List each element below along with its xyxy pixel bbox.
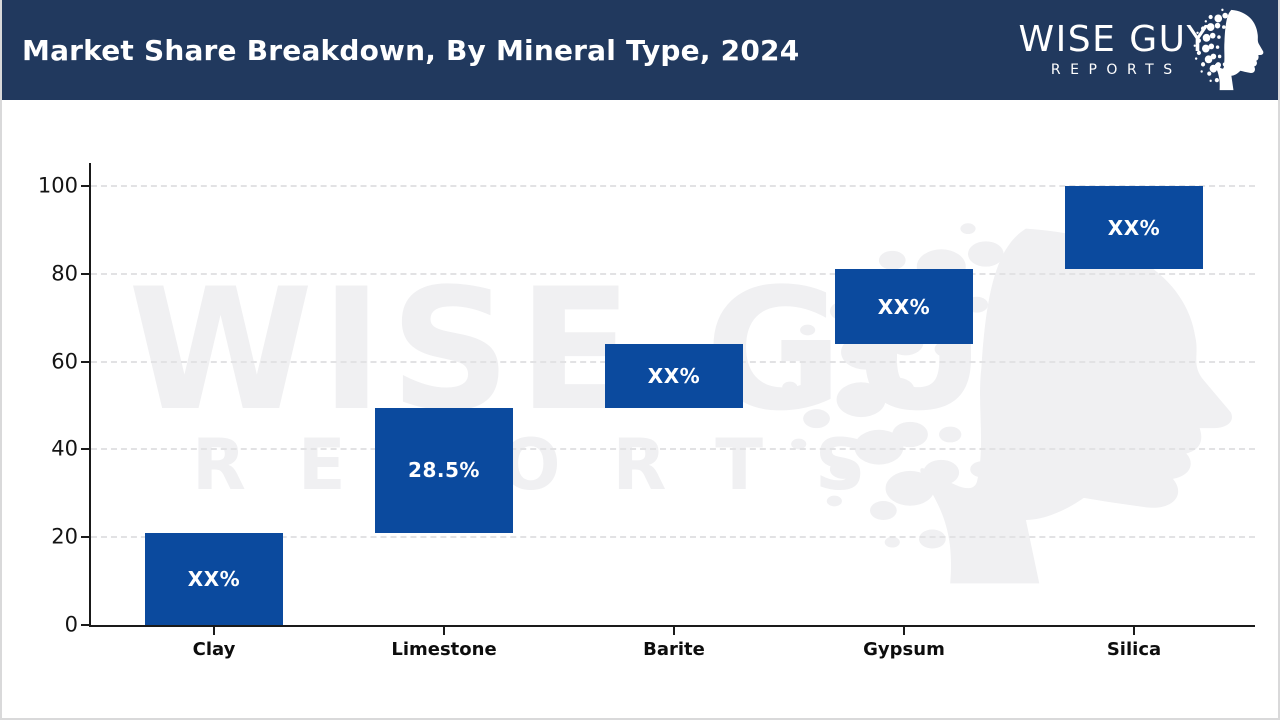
header-bar: Market Share Breakdown, By Mineral Type,…	[2, 0, 1278, 100]
y-tick-label: 100	[37, 173, 78, 198]
y-tick-label: 40	[51, 436, 78, 461]
wiseguy-logo: WISE GUY REPORTS	[1019, 7, 1269, 93]
x-tick-label: Barite	[643, 639, 705, 660]
logo-text: WISE GUY REPORTS	[1018, 19, 1211, 79]
bar-barite	[605, 344, 743, 408]
gridline-80	[91, 272, 1255, 275]
y-tick-mark	[81, 448, 89, 451]
logo-wordmark: WISE GUY	[1018, 19, 1210, 60]
y-tick-mark	[81, 536, 89, 539]
y-tick-mark	[81, 272, 89, 275]
bar-label-barite: XX%	[647, 363, 701, 388]
x-tick-label: Limestone	[391, 639, 497, 660]
y-tick-mark	[81, 360, 89, 363]
y-axis-line	[89, 163, 91, 627]
watermark-subtitle: REPORTS	[192, 424, 918, 506]
gridline-40	[91, 448, 1255, 451]
y-tick-label: 20	[51, 524, 78, 549]
gridline-20	[91, 536, 1255, 539]
gridline-100	[91, 185, 1255, 187]
y-tick-label: 80	[51, 261, 78, 286]
y-tick-label: 0	[64, 612, 78, 637]
y-tick-mark	[81, 185, 89, 187]
x-axis-line	[89, 625, 1255, 627]
x-tick-mark	[213, 627, 215, 635]
bar-gypsum	[835, 269, 973, 345]
x-tick-label: Clay	[192, 639, 236, 660]
bar-label-silica: XX%	[1107, 215, 1161, 240]
y-tick-label: 60	[51, 349, 78, 374]
x-tick-mark	[1133, 627, 1135, 635]
y-tick-mark	[81, 624, 89, 626]
x-tick-mark	[443, 627, 445, 635]
bar-label-limestone: 28.5%	[408, 458, 480, 483]
bar-clay	[145, 532, 283, 625]
x-tick-mark	[673, 627, 675, 635]
bar-label-gypsum: XX%	[877, 294, 931, 319]
chart-title: Market Share Breakdown, By Mineral Type,…	[22, 33, 800, 67]
bar-label-clay: XX%	[187, 566, 241, 591]
x-tick-label: Gypsum	[863, 639, 945, 660]
wiseguy-head-icon	[1192, 7, 1268, 93]
logo-subtitle: REPORTS	[1050, 62, 1182, 78]
bar-silica	[1065, 186, 1203, 270]
x-tick-mark	[903, 627, 905, 635]
x-tick-label: Silica	[1106, 639, 1162, 660]
bar-limestone	[375, 407, 513, 533]
